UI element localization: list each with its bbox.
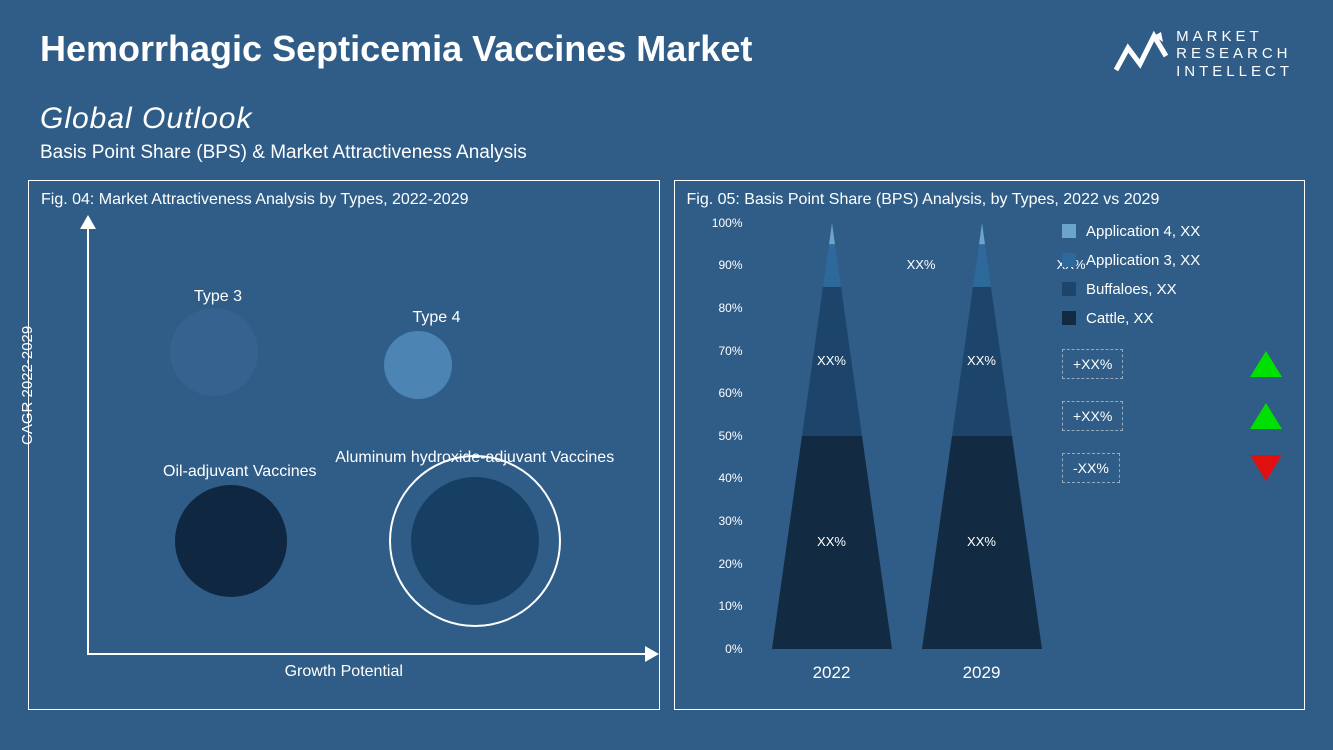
cone-pct-buffaloes: XX% [922, 353, 1042, 368]
cone-pct-buffaloes: XX% [772, 353, 892, 368]
logo-icon [1114, 30, 1168, 78]
y-axis-label: CAGR 2022-2029 [19, 326, 36, 445]
delta-row: +XX% [1062, 349, 1282, 379]
fig05-chart: 100%90%80%70%60%50%40%30%20%10%0% XX% XX%… [687, 215, 1293, 695]
fig05-legend: Application 4, XX Application 3, XX Buffal… [1062, 223, 1282, 483]
cone-year-label: 2029 [922, 663, 1042, 683]
y-axis-arrow-icon [80, 215, 96, 229]
delta-row: +XX% [1062, 401, 1282, 431]
fig04-chart: CAGR 2022-2029 Growth Potential Type 3Ty… [41, 215, 647, 685]
cone-2022: XX%XX%XX%2022 [772, 223, 892, 649]
fig05-cones: XX%XX%XX%2022XX%XX%XX%2029 [757, 223, 1057, 649]
bubble-oil [175, 485, 287, 597]
delta-row: -XX% [1062, 453, 1282, 483]
logo-line-1: MARKET [1176, 28, 1293, 45]
x-axis-label: Growth Potential [41, 663, 647, 681]
cone-seg-app3 [823, 244, 841, 287]
legend-swatch [1062, 282, 1076, 296]
fig05-panel: Fig. 05: Basis Point Share (BPS) Analysi… [674, 180, 1306, 710]
bubble-label-oil: Oil-adjuvant Vaccines [163, 463, 317, 481]
page-title: Hemorrhagic Septicemia Vaccines Market [40, 28, 752, 70]
legend-label: Application 3, XX [1086, 252, 1200, 269]
legend-swatch [1062, 311, 1076, 325]
legend-item: Buffaloes, XX [1062, 281, 1282, 298]
fig05-yaxis: 100%90%80%70%60%50%40%30%20%10%0% [693, 223, 743, 649]
header: Hemorrhagic Septicemia Vaccines Market M… [0, 0, 1333, 90]
bubble-label-alum: Aluminum hydroxide-adjuvant Vaccines [335, 449, 614, 467]
logo-text: MARKET RESEARCH INTELLECT [1176, 28, 1293, 80]
legend-swatch [1062, 253, 1076, 267]
triangle-up-icon [1250, 403, 1282, 429]
bubble-type4 [384, 331, 452, 399]
x-axis [87, 653, 647, 655]
fig04-panel: Fig. 04: Market Attractiveness Analysis … [28, 180, 660, 710]
subsubtitle: Basis Point Share (BPS) & Market Attract… [40, 142, 1293, 164]
subtitle: Global Outlook [40, 102, 1293, 136]
cone-year-label: 2022 [772, 663, 892, 683]
cone-seg-app4 [829, 223, 835, 244]
fig04-caption: Fig. 04: Market Attractiveness Analysis … [41, 191, 647, 209]
logo-line-3: INTELLECT [1176, 63, 1293, 80]
cone-pct-cattle: XX% [922, 534, 1042, 549]
logo: MARKET RESEARCH INTELLECT [1114, 28, 1293, 80]
y-axis [87, 223, 89, 653]
subtitle-block: Global Outlook Basis Point Share (BPS) &… [0, 90, 1333, 170]
cone-seg-app4 [979, 223, 985, 244]
legend-label: Buffaloes, XX [1086, 281, 1177, 298]
legend-label: Application 4, XX [1086, 223, 1200, 240]
delta-value: +XX% [1062, 349, 1123, 379]
logo-line-2: RESEARCH [1176, 45, 1293, 62]
bubble-alum [411, 477, 539, 605]
bubble-label-type3: Type 3 [194, 288, 242, 306]
cone-pct-cattle: XX% [772, 534, 892, 549]
x-axis-arrow-icon [645, 646, 659, 662]
fig05-caption: Fig. 05: Basis Point Share (BPS) Analysi… [687, 191, 1293, 209]
delta-value: +XX% [1062, 401, 1123, 431]
bubble-label-type4: Type 4 [412, 309, 460, 327]
cone-2029: XX%XX%XX%2029 [922, 223, 1042, 649]
panels: Fig. 04: Market Attractiveness Analysis … [0, 170, 1333, 730]
legend-label: Cattle, XX [1086, 310, 1154, 327]
legend-item: Application 3, XX [1062, 252, 1282, 269]
delta-value: -XX% [1062, 453, 1120, 483]
cone-seg-app3 [973, 244, 991, 287]
triangle-down-icon [1250, 455, 1282, 481]
triangle-up-icon [1250, 351, 1282, 377]
legend-item: Cattle, XX [1062, 310, 1282, 327]
legend-swatch [1062, 224, 1076, 238]
bubble-type3 [170, 308, 258, 396]
legend-item: Application 4, XX [1062, 223, 1282, 240]
